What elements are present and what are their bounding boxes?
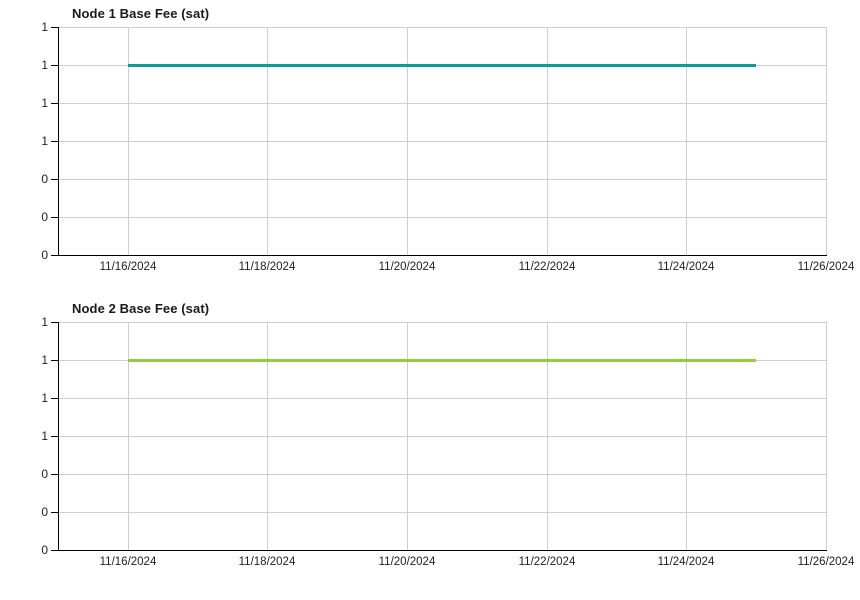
gridline-horizontal: [58, 103, 826, 104]
y-axis-label: 1: [0, 21, 48, 33]
x-axis-line: [58, 550, 827, 551]
series-line: [127, 359, 757, 362]
y-axis-tick: [51, 27, 58, 28]
y-axis-label-text: 1: [41, 134, 48, 148]
y-axis-label-text: 0: [41, 210, 48, 224]
y-axis-tick: [51, 217, 58, 218]
y-axis-label: 1: [0, 97, 48, 109]
gridline-vertical: [686, 322, 687, 550]
chart-title: Node 1 Base Fee (sat): [72, 6, 210, 21]
y-axis-label: 1: [0, 392, 48, 404]
y-axis-label: 1: [0, 354, 48, 366]
gridline-horizontal: [58, 512, 826, 513]
y-axis-label: 1: [0, 316, 48, 328]
y-axis-tick: [51, 550, 58, 551]
x-axis-label: 11/16/2024: [99, 556, 157, 568]
y-axis-tick: [51, 179, 58, 180]
gridline-vertical: [267, 27, 268, 255]
chart-panel-node-1: Node 1 Base Fee (sat) 1 1 1 1 0 0 0 11/16/2024 1…: [0, 0, 860, 290]
gridline-horizontal: [58, 217, 826, 218]
x-axis-label: 11/16/2024: [99, 261, 157, 273]
y-axis-label-text: 1: [41, 429, 48, 443]
x-axis-label: 11/26/2024: [797, 261, 855, 273]
y-axis-label-text: 0: [41, 543, 48, 557]
gridline-vertical: [128, 27, 129, 255]
x-axis-label: 11/24/2024: [657, 261, 715, 273]
chart-title: Node 2 Base Fee (sat): [72, 301, 210, 316]
y-axis-label: 0: [0, 506, 48, 518]
y-axis-label: 1: [0, 135, 48, 147]
x-axis-line: [58, 255, 827, 256]
y-axis-tick: [51, 360, 58, 361]
gridline-vertical: [407, 322, 408, 550]
gridline-vertical: [686, 27, 687, 255]
y-axis-label: 0: [0, 468, 48, 480]
x-axis-label: 11/24/2024: [657, 556, 715, 568]
y-axis-label-text: 1: [41, 391, 48, 405]
y-axis-label: 1: [0, 59, 48, 71]
y-axis-tick: [51, 103, 58, 104]
gridline-horizontal: [58, 322, 826, 323]
gridline-horizontal: [58, 398, 826, 399]
y-axis-label-text: 0: [41, 248, 48, 262]
y-axis-tick: [51, 255, 58, 256]
chart-panel-node-2: Node 2 Base Fee (sat) 1 1 1 1 0 0 0 11/16/2024 1…: [0, 295, 860, 585]
y-axis-label: 0: [0, 249, 48, 261]
y-axis-label-text: 0: [41, 172, 48, 186]
x-axis-label: 11/18/2024: [238, 556, 296, 568]
gridline-horizontal: [58, 27, 826, 28]
y-axis-line: [58, 27, 59, 256]
gridline-vertical: [267, 322, 268, 550]
y-axis-tick: [51, 474, 58, 475]
gridline-vertical: [547, 27, 548, 255]
gridline-horizontal: [58, 474, 826, 475]
y-axis-line: [58, 322, 59, 551]
y-axis-tick: [51, 436, 58, 437]
gridline-vertical: [826, 27, 827, 255]
y-axis-label-text: 1: [41, 353, 48, 367]
x-axis-label: 11/20/2024: [378, 556, 436, 568]
plot-area: [58, 27, 827, 255]
y-axis-tick: [51, 141, 58, 142]
gridline-vertical: [547, 322, 548, 550]
x-axis-label: 11/22/2024: [518, 556, 576, 568]
gridline-vertical: [128, 322, 129, 550]
y-axis-label: 1: [0, 430, 48, 442]
gridline-horizontal: [58, 179, 826, 180]
x-axis-label: 11/18/2024: [238, 261, 296, 273]
y-axis-label-text: 1: [41, 96, 48, 110]
y-axis-label-text: 0: [41, 505, 48, 519]
x-axis-label: 11/22/2024: [518, 261, 576, 273]
y-axis-tick: [51, 322, 58, 323]
gridline-vertical: [407, 27, 408, 255]
y-axis-label-text: 0: [41, 467, 48, 481]
y-axis-tick: [51, 65, 58, 66]
gridline-vertical: [826, 322, 827, 550]
y-axis-label: 0: [0, 211, 48, 223]
gridline-horizontal: [58, 141, 826, 142]
gridline-horizontal: [58, 436, 826, 437]
y-axis-tick: [51, 398, 58, 399]
series-line: [127, 64, 757, 67]
plot-area: [58, 322, 827, 550]
y-axis-tick: [51, 512, 58, 513]
x-axis-label: 11/26/2024: [797, 556, 855, 568]
y-axis-label-text: 1: [41, 20, 48, 34]
y-axis-label-text: 1: [41, 315, 48, 329]
y-axis-label: 0: [0, 544, 48, 556]
x-axis-label: 11/20/2024: [378, 261, 436, 273]
y-axis-label-text: 1: [41, 58, 48, 72]
y-axis-label: 0: [0, 173, 48, 185]
